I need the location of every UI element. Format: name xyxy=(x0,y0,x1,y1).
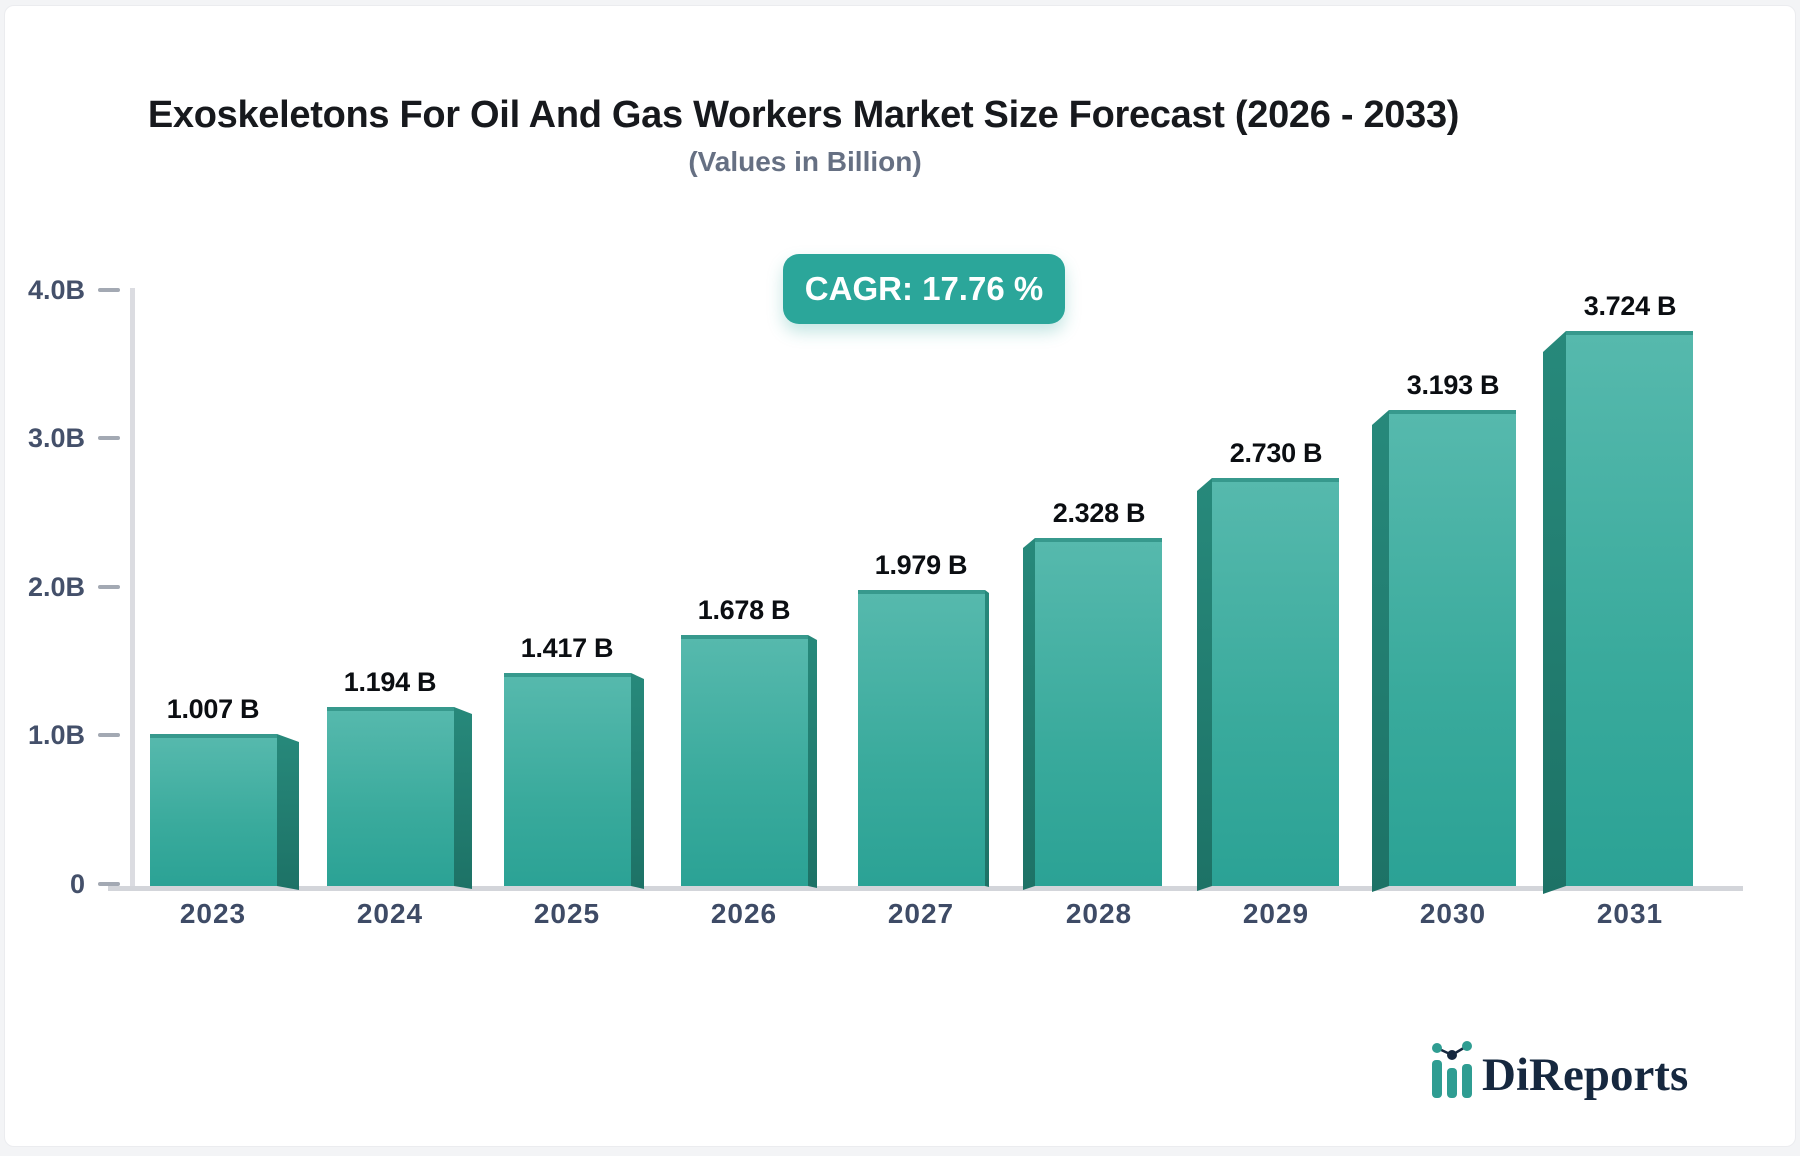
direports-logo-icon xyxy=(1430,1040,1474,1103)
bar-value-label: 3.193 B xyxy=(1406,370,1500,400)
y-axis xyxy=(130,288,135,890)
bar-2028 xyxy=(1035,538,1162,886)
y-tick-label: 0 xyxy=(69,869,85,899)
bar-side-face xyxy=(1543,331,1566,894)
x-tick-label: 2031 xyxy=(1596,898,1664,929)
bar-value-label: 1.678 B xyxy=(697,595,791,625)
bar-side-face xyxy=(277,734,299,890)
y-tick-dash xyxy=(98,287,120,292)
bar-2023 xyxy=(150,734,277,886)
chart-subtitle: (Values in Billion) xyxy=(688,146,922,177)
bar-value-label: 1.979 B xyxy=(874,550,968,580)
bar-side-face xyxy=(454,707,472,889)
y-tick-dash xyxy=(98,584,120,589)
x-tick-label: 2023 xyxy=(179,898,247,929)
x-tick-label: 2026 xyxy=(710,898,778,929)
bar-2027 xyxy=(858,590,985,886)
bar-2024 xyxy=(327,707,454,886)
bar-value-label: 2.730 B xyxy=(1229,438,1323,468)
y-tick-label: 2.0B xyxy=(27,571,85,602)
direports-logo-text: DiReports xyxy=(1482,1049,1689,1101)
bar-value-label: 1.194 B xyxy=(343,667,437,697)
bar-2030 xyxy=(1389,410,1516,886)
chart-title: Exoskeletons For Oil And Gas Workers Mar… xyxy=(147,94,1460,136)
y-tick-dash xyxy=(98,436,120,441)
bar-side-face xyxy=(1372,410,1389,892)
y-tick-dash xyxy=(98,882,120,886)
y-tick-label: 4.0B xyxy=(27,274,85,305)
bar-side-face xyxy=(631,673,644,889)
bar-side-face xyxy=(985,590,989,887)
x-tick-label: 2025 xyxy=(533,898,601,929)
x-tick-label: 2030 xyxy=(1419,898,1487,929)
y-tick-label: 1.0B xyxy=(27,720,85,751)
bar-value-label: 1.417 B xyxy=(520,633,614,663)
bar-value-label: 3.724 B xyxy=(1583,291,1677,321)
y-tick-dash xyxy=(98,733,120,738)
x-tick-label: 2027 xyxy=(887,898,955,929)
x-tick-label: 2024 xyxy=(356,898,424,929)
bar-value-label: 1.007 B xyxy=(166,694,260,724)
x-tick-label: 2029 xyxy=(1242,898,1310,929)
brand-logo: DiReports xyxy=(1430,1040,1688,1103)
x-axis xyxy=(108,886,1743,891)
x-tick-label: 2028 xyxy=(1065,898,1133,929)
bar-side-face xyxy=(1023,538,1035,890)
bar-value-label: 2.328 B xyxy=(1052,498,1146,528)
y-tick-label: 3.0B xyxy=(27,423,85,454)
bar-2029 xyxy=(1212,478,1339,886)
bar-side-face xyxy=(1197,478,1212,891)
cagr-badge-label: CAGR: 17.76 % xyxy=(804,270,1044,307)
bar-side-face xyxy=(808,635,817,888)
cagr-badge: CAGR: 17.76 % xyxy=(783,254,1065,324)
bar-2025 xyxy=(504,673,631,886)
bar-2026 xyxy=(681,635,808,886)
bar-2031 xyxy=(1566,331,1693,886)
